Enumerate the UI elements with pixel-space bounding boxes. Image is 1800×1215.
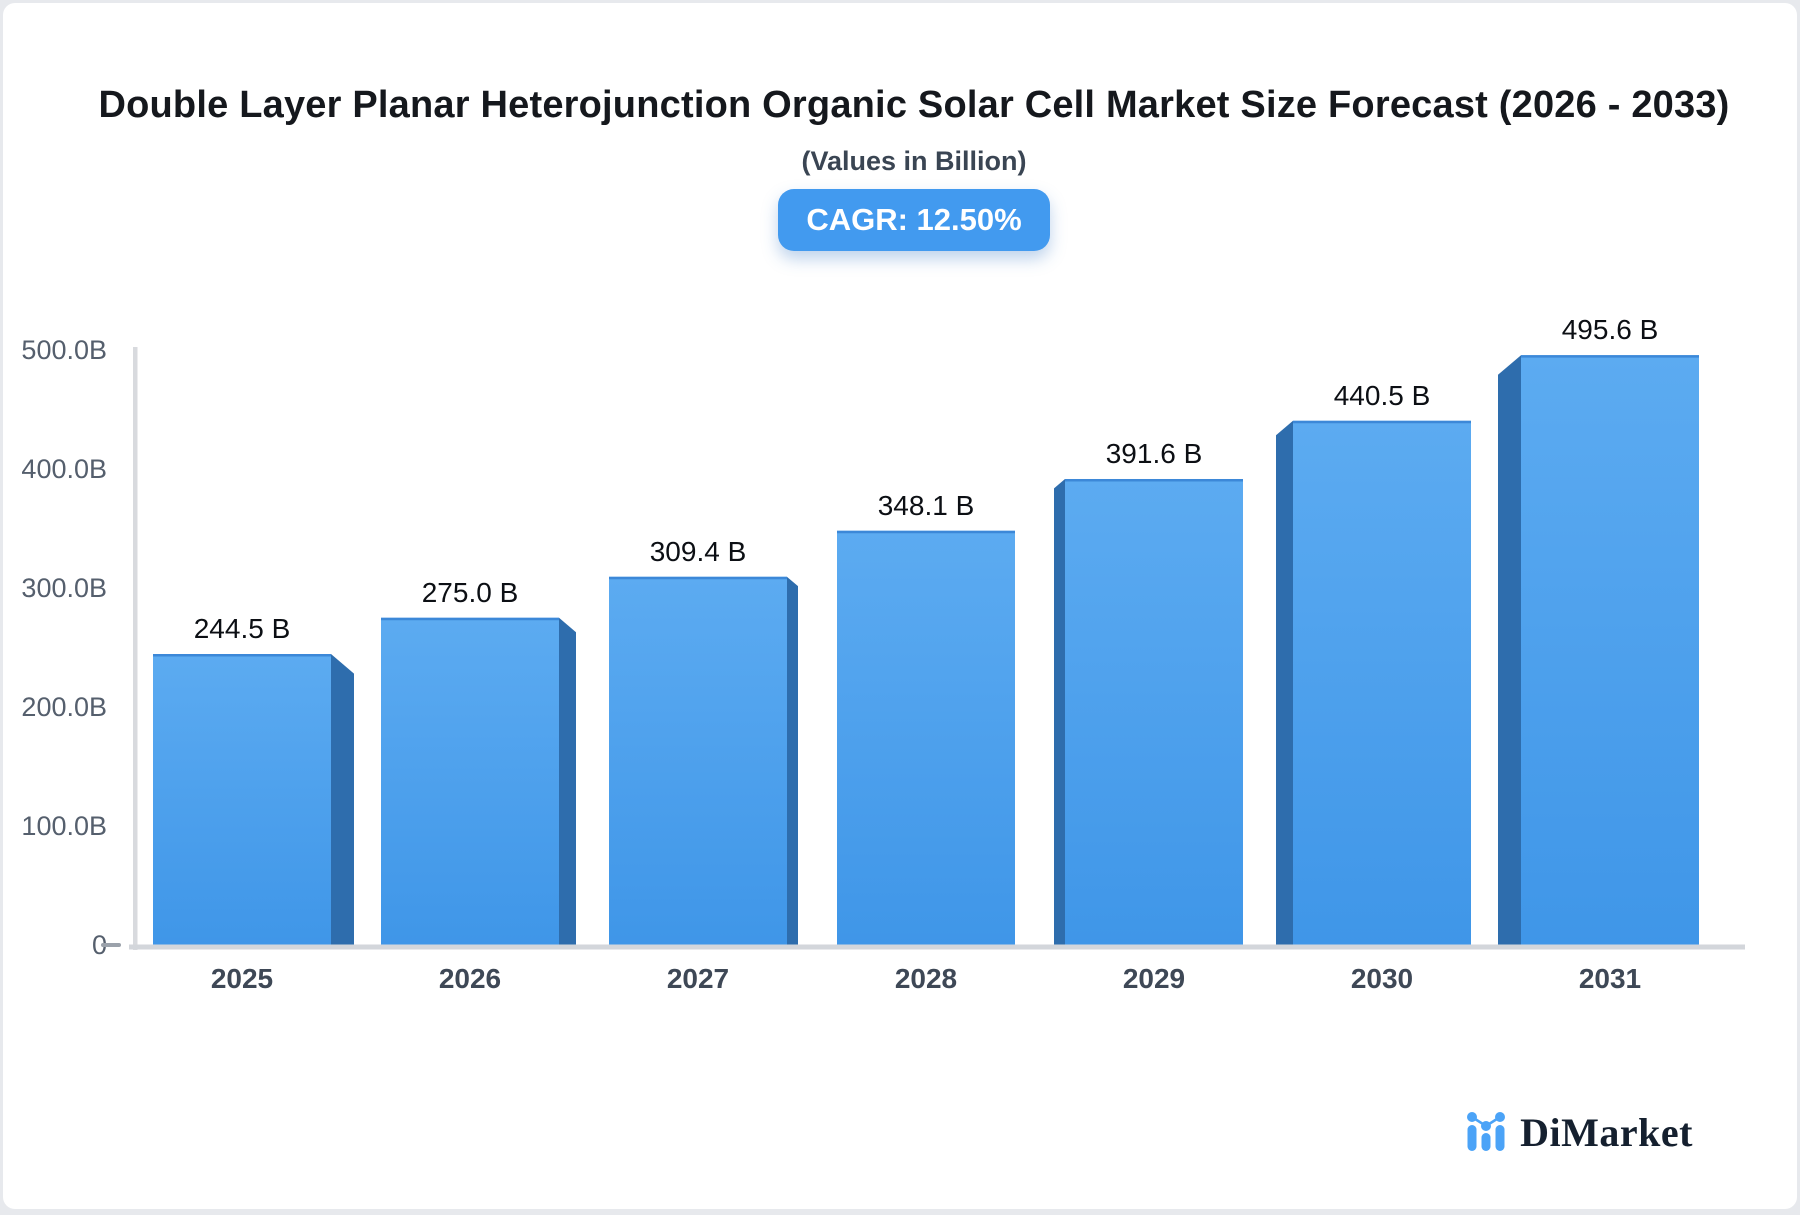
bar-side — [559, 617, 576, 946]
bar-value-label: 244.5 B — [194, 613, 291, 644]
bar-chart: 0 100.0B 200.0B 300.0B 400.0B 500.0B 244.5 B 20… — [21, 314, 1745, 994]
bar-face — [1521, 355, 1699, 947]
bar-value-label: 348.1 B — [878, 490, 975, 521]
y-tick-label: 0 — [92, 930, 107, 960]
chart-card: Double Layer Planar Heterojunction Organ… — [3, 3, 1797, 1209]
chart-header: Double Layer Planar Heterojunction Organ… — [51, 75, 1777, 251]
x-axis-year-label: 2025 — [211, 963, 273, 994]
bar-value-label: 440.5 B — [1334, 380, 1431, 411]
x-axis-year-label: 2030 — [1351, 963, 1413, 994]
bar-side — [1498, 355, 1521, 947]
y-tick-label: 300.0B — [21, 573, 107, 603]
y-tick-label: 200.0B — [21, 692, 107, 722]
bar-side — [787, 576, 798, 946]
bar-value-label: 391.6 B — [1106, 438, 1203, 469]
y-tick-label: 500.0B — [21, 335, 107, 365]
bar-side — [1054, 478, 1065, 946]
bar-face — [1293, 420, 1471, 946]
bar-group-2029 — [1054, 478, 1243, 946]
bar-group-2028 — [837, 530, 1015, 946]
y-axis-line — [133, 347, 138, 950]
bar-face — [153, 654, 331, 946]
bar-face — [381, 617, 559, 946]
zero-tick-dash — [101, 943, 121, 947]
bar-value-label: 275.0 B — [422, 577, 519, 608]
bar-group-2026 — [381, 617, 576, 946]
bar-face — [1065, 478, 1243, 946]
bar-group-2027 — [609, 576, 798, 946]
bar-chart-logo-icon — [1467, 1112, 1506, 1151]
chart-subtitle: (Values in Billion) — [801, 145, 1027, 176]
x-axis-year-label: 2029 — [1123, 963, 1185, 994]
brand-name: DiMarket — [1520, 1110, 1693, 1155]
bar-face — [837, 530, 1015, 946]
x-axis-year-label: 2031 — [1579, 963, 1641, 994]
bar-side — [331, 654, 354, 946]
bar-group-2030 — [1276, 420, 1471, 946]
y-tick-label: 100.0B — [21, 811, 107, 841]
chart-title: Double Layer Planar Heterojunction Organ… — [98, 84, 1730, 126]
bar-face — [609, 576, 787, 946]
y-tick-label: 400.0B — [21, 454, 107, 484]
bar-side — [1276, 420, 1293, 946]
bar-group-2025 — [153, 653, 354, 946]
bar-value-label: 495.6 B — [1562, 314, 1659, 345]
bar-group-2031 — [1498, 355, 1699, 947]
brand-logo: DiMarket — [1465, 1109, 1693, 1153]
x-axis-baseline — [129, 944, 1745, 950]
x-axis-year-label: 2027 — [667, 963, 729, 994]
cagr-badge: CAGR: 12.50% — [778, 188, 1050, 251]
x-axis-year-label: 2026 — [439, 963, 501, 994]
x-axis-year-label: 2028 — [895, 963, 957, 994]
bar-value-label: 309.4 B — [650, 536, 747, 567]
